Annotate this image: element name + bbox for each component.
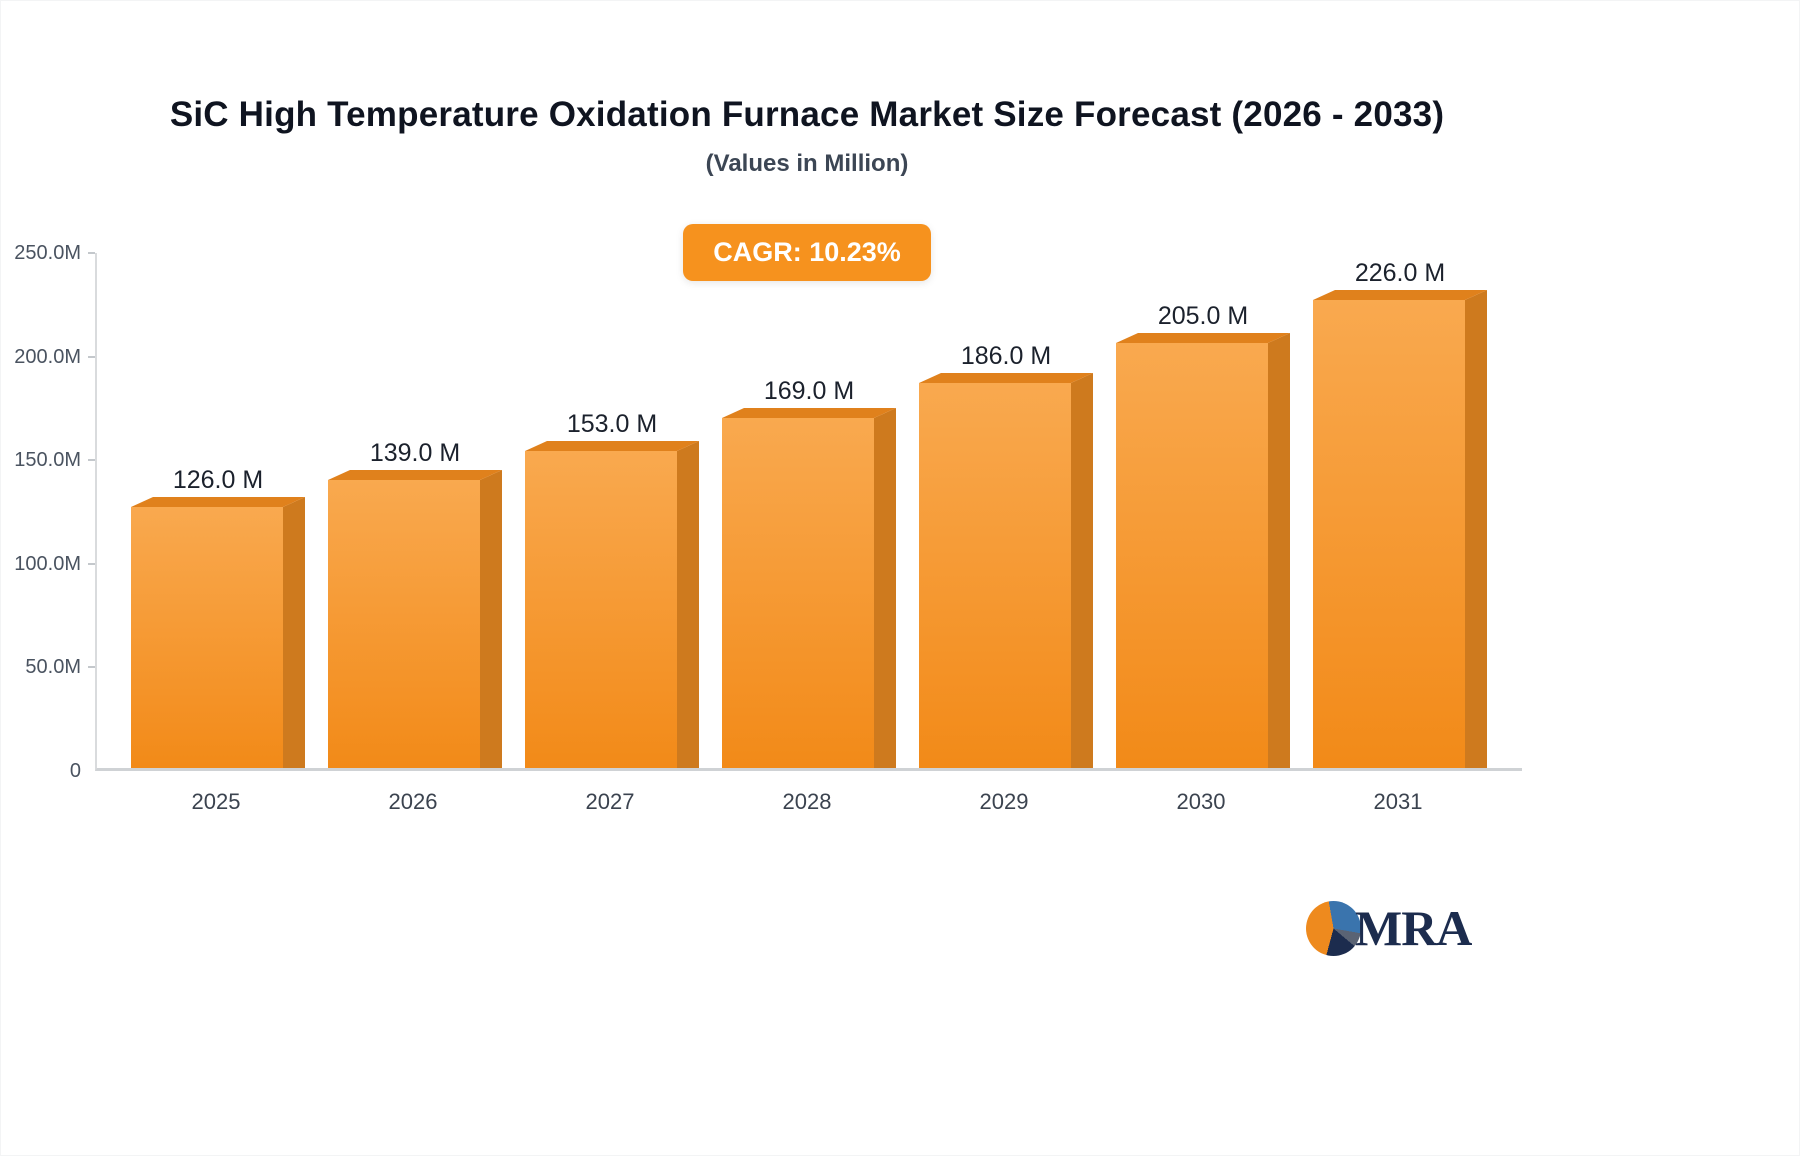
chart-title: SiC High Temperature Oxidation Furnace M… bbox=[169, 95, 1445, 134]
bar bbox=[919, 383, 1071, 768]
mra-logo-icon bbox=[1306, 900, 1361, 956]
y-tick bbox=[88, 459, 95, 462]
bar-value-label: 205.0 M bbox=[1157, 302, 1249, 330]
bar-side-face bbox=[1465, 290, 1487, 768]
y-tick bbox=[88, 252, 95, 254]
bar bbox=[131, 507, 283, 768]
y-tick-label: 0 bbox=[69, 760, 81, 782]
mra-logo: MRA bbox=[1306, 899, 1472, 957]
bar-side-face bbox=[677, 441, 699, 768]
bar bbox=[328, 480, 480, 768]
bar-chart: 0 50.0M 100.0M 150.0M 200.0M 250.0M 126.0 M 13… bbox=[14, 242, 1522, 853]
bar-top-face bbox=[1313, 290, 1487, 300]
y-tick-label: 150.0M bbox=[14, 449, 81, 472]
x-tick-label: 2029 bbox=[979, 789, 1029, 814]
bar-side-face bbox=[480, 470, 502, 768]
y-tick-label: 200.0M bbox=[14, 345, 81, 368]
bar-top-face bbox=[131, 497, 305, 507]
bar-top-face bbox=[722, 408, 896, 418]
bar-group: 226.0 M bbox=[1313, 253, 1487, 768]
bar bbox=[722, 418, 874, 768]
x-axis: 2025 2026 2027 2028 2029 2030 2031 bbox=[95, 777, 1522, 821]
x-tick-label: 2027 bbox=[585, 789, 635, 814]
mra-logo-text: MRA bbox=[1355, 900, 1472, 956]
bar-side-face bbox=[283, 497, 305, 768]
bar-group: 169.0 M bbox=[722, 253, 896, 768]
bar-value-label: 226.0 M bbox=[1354, 259, 1446, 287]
bar-top-face bbox=[328, 470, 502, 480]
y-tick bbox=[88, 562, 95, 565]
bar bbox=[1313, 300, 1465, 768]
bar-value-label: 186.0 M bbox=[960, 342, 1052, 370]
bar-value-label: 139.0 M bbox=[369, 439, 461, 467]
bar-group: 139.0 M bbox=[328, 253, 502, 768]
plot-area: 126.0 M 139.0 M 153.0 M 169.0 M 186.0 M 205.0… bbox=[95, 253, 1522, 771]
bar-top-face bbox=[919, 373, 1093, 383]
bar-value-label: 153.0 M bbox=[566, 410, 658, 438]
y-axis: 0 50.0M 100.0M 150.0M 200.0M 250.0M bbox=[0, 242, 95, 782]
bar bbox=[525, 451, 677, 768]
bar-top-face bbox=[1116, 333, 1290, 343]
bar bbox=[1116, 343, 1268, 768]
y-tick-label: 250.0M bbox=[14, 242, 81, 264]
y-tick-label: 50.0M bbox=[25, 656, 81, 679]
bar-group: 186.0 M bbox=[919, 253, 1093, 768]
bar-side-face bbox=[1268, 333, 1290, 768]
x-tick-label: 2031 bbox=[1373, 789, 1423, 814]
x-tick-label: 2025 bbox=[191, 789, 241, 814]
bar-top-face bbox=[525, 441, 699, 451]
x-tick-label: 2028 bbox=[782, 789, 832, 814]
bar-group: 205.0 M bbox=[1116, 253, 1290, 768]
cagr-badge-label: CAGR: 10.23% bbox=[713, 237, 901, 267]
chart-subtitle: (Values in Million) bbox=[705, 150, 909, 177]
y-tick bbox=[88, 666, 95, 669]
bar-value-label: 126.0 M bbox=[172, 466, 264, 494]
x-tick-label: 2026 bbox=[388, 789, 438, 814]
bar-side-face bbox=[1071, 373, 1093, 768]
cagr-badge: CAGR: 10.23% bbox=[683, 224, 931, 281]
bar-side-face bbox=[874, 408, 896, 768]
y-tick bbox=[88, 355, 95, 358]
bar-group: 153.0 M bbox=[525, 253, 699, 768]
bar-value-label: 169.0 M bbox=[763, 377, 855, 405]
bar-group: 126.0 M bbox=[131, 253, 305, 768]
x-tick-label: 2030 bbox=[1176, 789, 1226, 814]
y-tick-label: 100.0M bbox=[14, 552, 81, 575]
